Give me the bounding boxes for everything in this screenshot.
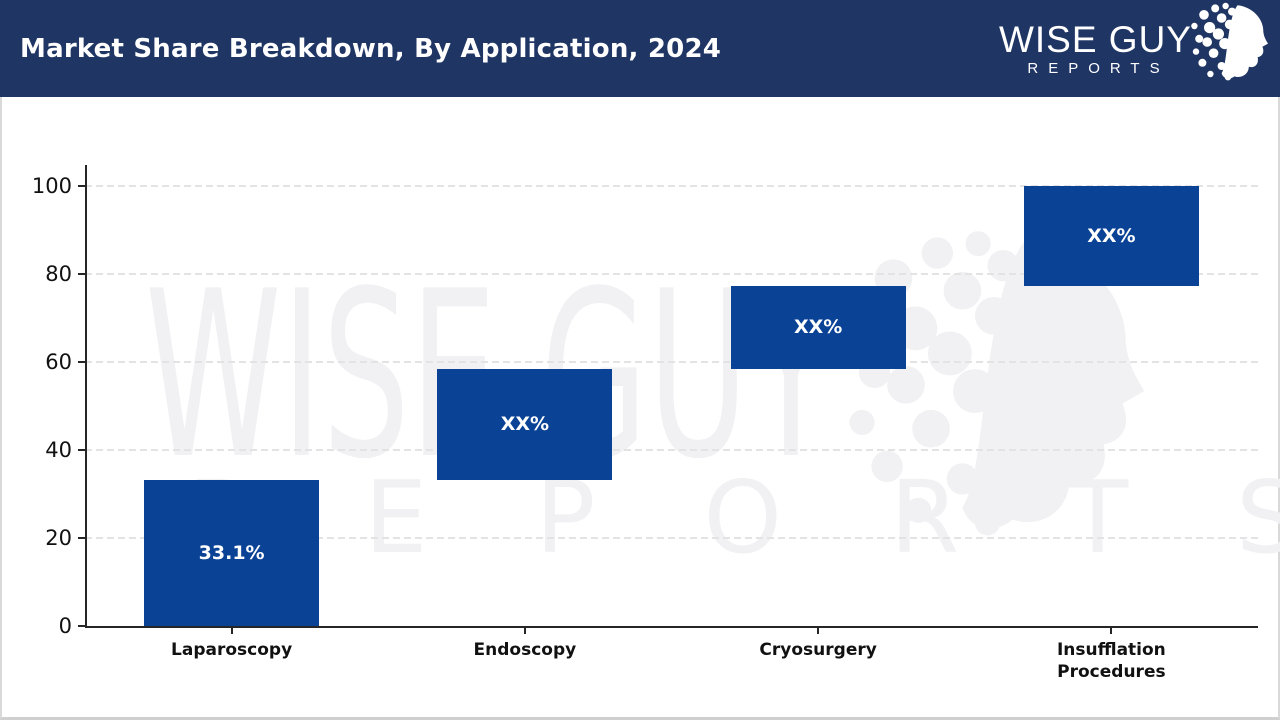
y-axis-label-80: 80 <box>45 262 72 286</box>
gridline-100 <box>85 185 1258 187</box>
y-axis-tick-100 <box>78 185 85 187</box>
gridline-80 <box>85 273 1258 275</box>
bar-insufflation-procedures: XX% <box>1023 186 1199 286</box>
watermark-brand-subname: R E P O R T S <box>187 459 1280 576</box>
gridline-20 <box>85 537 1258 539</box>
y-axis-tick-40 <box>78 449 85 451</box>
y-axis-label-40: 40 <box>45 438 72 462</box>
x-axis-label-cryosurgery: Cryosurgery <box>759 640 877 660</box>
y-axis-tick-80 <box>78 273 85 275</box>
brand-name: WISE GUY <box>998 19 1192 60</box>
y-axis-label-60: 60 <box>45 350 72 374</box>
x-axis-tick-cryosurgery <box>817 628 820 634</box>
brand-logo-text: WISE GUY REPORTS <box>999 21 1192 76</box>
x-axis-label-laparoscopy: Laparoscopy <box>171 640 293 660</box>
brand-subname: REPORTS <box>1027 60 1170 77</box>
y-axis-line <box>85 165 87 628</box>
header-bar: Market Share Breakdown, By Application, … <box>0 0 1280 97</box>
face-profile-dots-icon <box>1186 2 1270 95</box>
y-axis-label-100: 100 <box>31 174 72 198</box>
gridline-60 <box>85 361 1258 363</box>
x-axis-tick-endoscopy <box>523 628 526 634</box>
bar-value-label-endoscopy: XX% <box>500 413 550 436</box>
x-axis-label-insufflation-procedures: Insufflation Procedures <box>1056 640 1166 682</box>
y-axis-tick-60 <box>78 361 85 363</box>
x-axis-line <box>85 626 1258 628</box>
x-axis-tick-laparoscopy <box>230 628 233 634</box>
bar-endoscopy: XX% <box>437 368 613 481</box>
brand-logo: WISE GUY REPORTS <box>999 2 1270 95</box>
gridline-40 <box>85 449 1258 451</box>
page-title: Market Share Breakdown, By Application, … <box>20 33 722 64</box>
bar-value-label-insufflation-procedures: XX% <box>1087 224 1136 247</box>
bar-value-label-laparoscopy: 33.1% <box>198 542 265 565</box>
y-axis-label-20: 20 <box>45 526 72 550</box>
x-axis-tick-insufflation-procedures <box>1110 628 1113 634</box>
x-axis-label-endoscopy: Endoscopy <box>473 640 577 660</box>
y-axis-tick-0 <box>78 625 85 627</box>
watermark-face-profile-icon <box>815 228 1160 578</box>
y-axis-tick-20 <box>78 537 85 539</box>
bar-value-label-cryosurgery: XX% <box>793 316 843 339</box>
y-axis-label-0: 0 <box>58 614 72 638</box>
bar-cryosurgery: XX% <box>730 285 906 369</box>
bar-laparoscopy: 33.1% <box>144 480 320 626</box>
